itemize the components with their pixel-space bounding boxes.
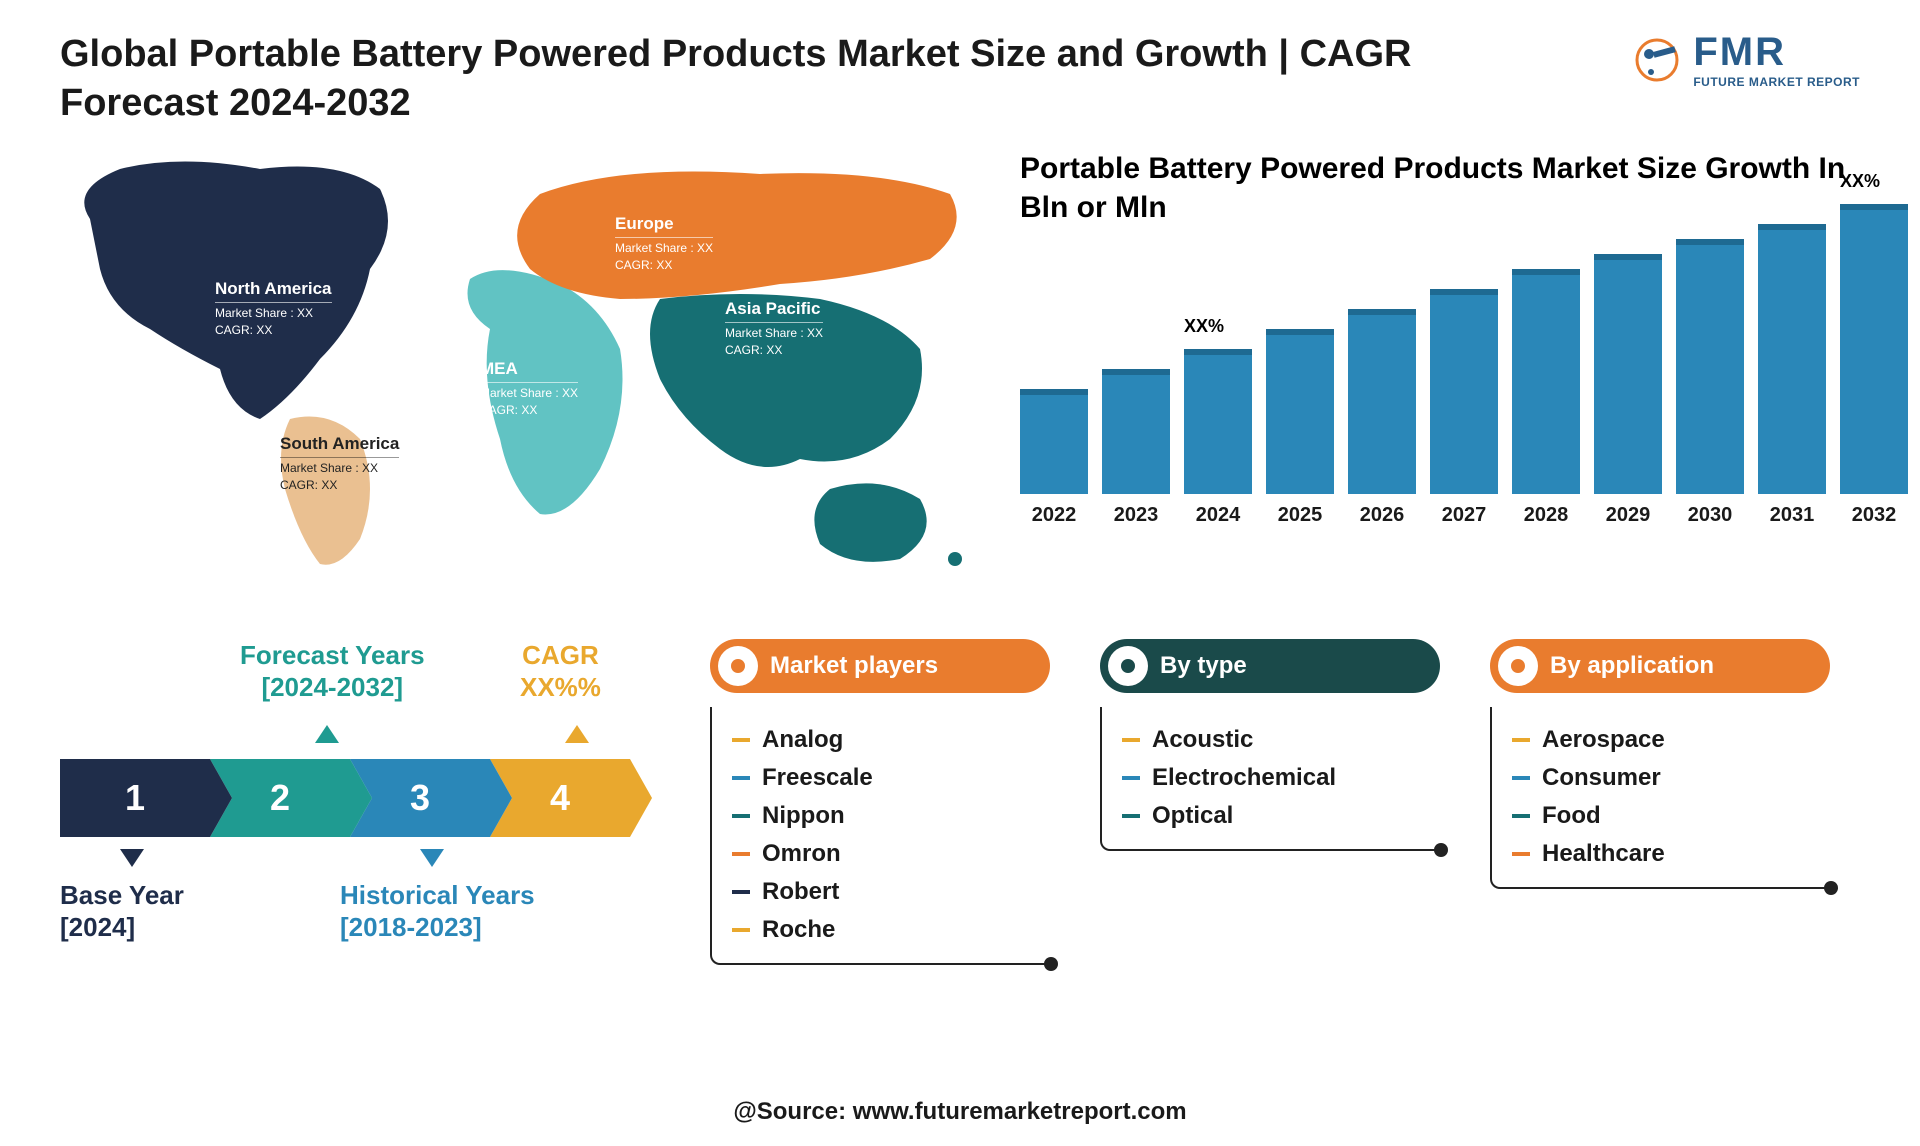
- list-item: Roche: [732, 911, 1040, 949]
- category-header: By type: [1100, 639, 1440, 693]
- pointer-down-icon: [420, 849, 444, 867]
- list-item: Nippon: [732, 797, 1040, 835]
- bullet-icon: [1108, 646, 1148, 686]
- bullet-icon: [1498, 646, 1538, 686]
- list-item: Analog: [732, 721, 1040, 759]
- region-label-mea: MEAMarket Share : XXCAGR: XX: [480, 359, 578, 417]
- bar-annotation-2032: XX%: [1840, 171, 1880, 192]
- source-attribution: @Source: www.futuremarketreport.com: [733, 1098, 1186, 1126]
- bar-2027: 2027: [1430, 289, 1498, 527]
- category-2: By application AerospaceConsumerFoodHeal…: [1490, 639, 1830, 965]
- pointer-down-icon: [120, 849, 144, 867]
- bar-2030: 2030: [1676, 239, 1744, 527]
- brand-logo: FMR FUTURE MARKET REPORT: [1629, 30, 1860, 89]
- list-item: Optical: [1122, 797, 1430, 835]
- telescope-icon: [1629, 32, 1685, 88]
- category-body: AerospaceConsumerFoodHealthcare: [1490, 707, 1830, 889]
- list-item: Food: [1512, 797, 1820, 835]
- list-item: Omron: [732, 835, 1040, 873]
- pointer-up-icon: [315, 725, 339, 743]
- cagr-label: CAGR XX%%: [520, 639, 601, 704]
- logo-name: FMR: [1693, 30, 1860, 75]
- map-australia: [814, 483, 926, 561]
- map-europe: [517, 171, 957, 299]
- region-label-eu: EuropeMarket Share : XXCAGR: XX: [615, 214, 713, 272]
- bar-2032: 2032: [1840, 204, 1908, 527]
- bullet-icon: [718, 646, 758, 686]
- list-item: Healthcare: [1512, 835, 1820, 873]
- category-1: By type AcousticElectrochemicalOptical: [1100, 639, 1440, 965]
- growth-chart: Portable Battery Powered Products Market…: [1020, 149, 1908, 579]
- pointer-up-icon: [565, 725, 589, 743]
- bar-2029: 2029: [1594, 254, 1662, 527]
- bar-2025: 2025: [1266, 329, 1334, 527]
- bar-2031: 2031: [1758, 224, 1826, 527]
- base-year-label: Base Year [2024]: [60, 879, 184, 944]
- category-body: AcousticElectrochemicalOptical: [1100, 707, 1440, 851]
- map-nz: [948, 552, 962, 566]
- category-header: Market players: [710, 639, 1050, 693]
- list-item: Acoustic: [1122, 721, 1430, 759]
- timeline-step-1: 1: [60, 759, 210, 837]
- category-0: Market players AnalogFreescaleNipponOmro…: [710, 639, 1050, 965]
- bar-2022: 2022: [1020, 389, 1088, 527]
- region-label-ap: Asia PacificMarket Share : XXCAGR: XX: [725, 299, 823, 357]
- page-title: Global Portable Battery Powered Products…: [60, 30, 1460, 129]
- bar-2023: 2023: [1102, 369, 1170, 527]
- chart-title: Portable Battery Powered Products Market…: [1020, 149, 1908, 227]
- bar-annotation-2024: XX%: [1184, 316, 1224, 337]
- bar-2028: 2028: [1512, 269, 1580, 527]
- timeline: Forecast Years [2024-2032] CAGR XX%% 123…: [60, 639, 660, 979]
- region-label-sa: South AmericaMarket Share : XXCAGR: XX: [280, 434, 399, 492]
- list-item: Consumer: [1512, 759, 1820, 797]
- list-item: Aerospace: [1512, 721, 1820, 759]
- bar-2026: 2026: [1348, 309, 1416, 527]
- bar-2024: 2024: [1184, 349, 1252, 527]
- list-item: Electrochemical: [1122, 759, 1430, 797]
- list-item: Freescale: [732, 759, 1040, 797]
- logo-sub: FUTURE MARKET REPORT: [1693, 75, 1860, 89]
- world-map: North AmericaMarket Share : XXCAGR: XX So…: [60, 149, 980, 579]
- category-body: AnalogFreescaleNipponOmronRobertRoche: [710, 707, 1050, 965]
- list-item: Robert: [732, 873, 1040, 911]
- region-label-na: North AmericaMarket Share : XXCAGR: XX: [215, 279, 332, 337]
- forecast-label: Forecast Years [2024-2032]: [240, 639, 425, 704]
- category-header: By application: [1490, 639, 1830, 693]
- historical-label: Historical Years [2018-2023]: [340, 879, 535, 944]
